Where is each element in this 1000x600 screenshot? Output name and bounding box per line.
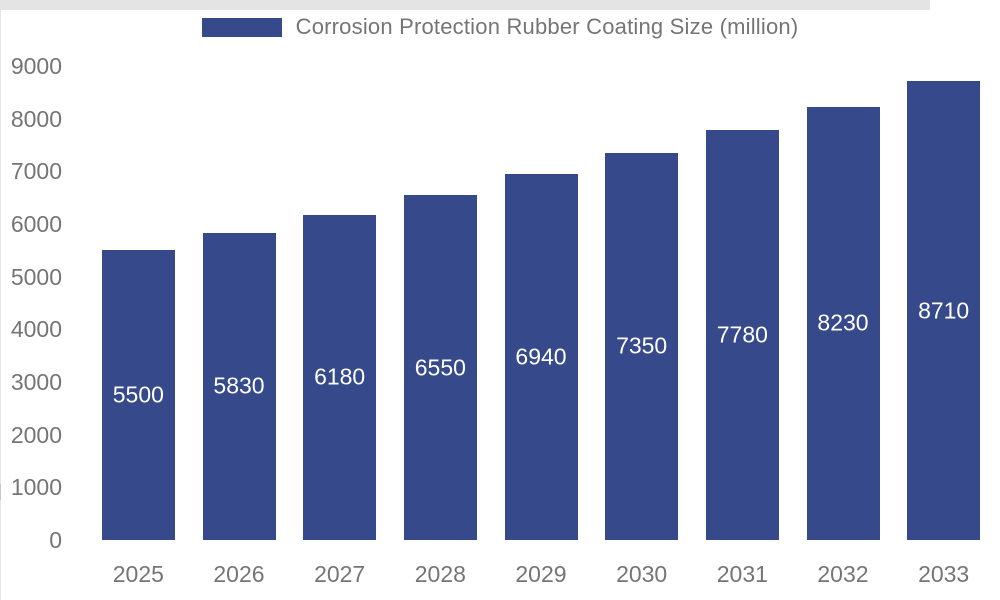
h-gridline — [0, 3, 930, 4]
y-tick-label: 8000 — [10, 105, 62, 132]
h-gridline — [0, 0, 930, 1]
bar: 5500 — [101, 250, 175, 540]
x-tick-label: 2026 — [213, 561, 265, 587]
x-tick-label: 2027 — [314, 561, 366, 587]
y-tick-label: 3000 — [10, 369, 62, 395]
h-gridline — [0, 9, 930, 10]
x-tick-label: 2031 — [716, 561, 768, 587]
x-tick-label: 2025 — [112, 561, 164, 587]
y-tick-label: 4000 — [10, 316, 62, 343]
h-gridline — [0, 8, 930, 9]
bar: 7780 — [705, 130, 779, 540]
v-gridline — [0, 500, 1, 600]
bar: 6180 — [303, 214, 377, 540]
bar: 6940 — [504, 174, 578, 540]
h-gridline — [0, 6, 930, 7]
bar-value-label: 5500 — [112, 381, 164, 408]
x-axis-tick — [0, 484, 1, 500]
y-tick-label: 5000 — [10, 263, 62, 290]
y-tick-label: 7000 — [10, 158, 62, 185]
y-tick-label: 1000 — [10, 474, 62, 501]
bar-value-label: 6180 — [314, 363, 366, 390]
bar-value-label: 6550 — [414, 354, 466, 380]
y-tick-label: 0 — [49, 527, 62, 553]
bar-value-label: 7780 — [716, 321, 768, 348]
bar-value-label: 8710 — [918, 297, 970, 324]
y-tick-label: 2000 — [10, 421, 62, 448]
legend-swatch — [201, 17, 282, 37]
legend-item[interactable]: Corrosion Protection Rubber Coating Size… — [0, 14, 1000, 40]
x-tick-label: 2033 — [918, 561, 970, 587]
x-tick-label: 2030 — [616, 561, 668, 587]
bar-value-label: 6940 — [515, 343, 567, 370]
bar: 8230 — [806, 106, 880, 540]
h-gridline — [0, 5, 930, 6]
bar: 6550 — [403, 195, 477, 540]
bar: 7350 — [605, 152, 679, 540]
bar: 5830 — [202, 232, 276, 540]
y-tick-label: 6000 — [10, 211, 62, 237]
x-tick-label: 2028 — [414, 561, 466, 587]
h-gridline — [0, 7, 930, 8]
bar: 8710 — [907, 81, 981, 540]
bar-value-label: 7350 — [616, 332, 668, 359]
h-gridline — [0, 4, 930, 5]
bar-value-label: 8230 — [817, 309, 869, 336]
h-gridline — [0, 2, 930, 3]
x-tick-label: 2029 — [515, 561, 567, 587]
bar-value-label: 5830 — [213, 372, 265, 399]
x-tick-label: 2032 — [817, 561, 869, 587]
legend-label: Corrosion Protection Rubber Coating Size… — [295, 14, 799, 39]
v-gridline — [0, 10, 1, 484]
h-gridline — [0, 1, 930, 2]
y-tick-label: 9000 — [10, 53, 62, 79]
